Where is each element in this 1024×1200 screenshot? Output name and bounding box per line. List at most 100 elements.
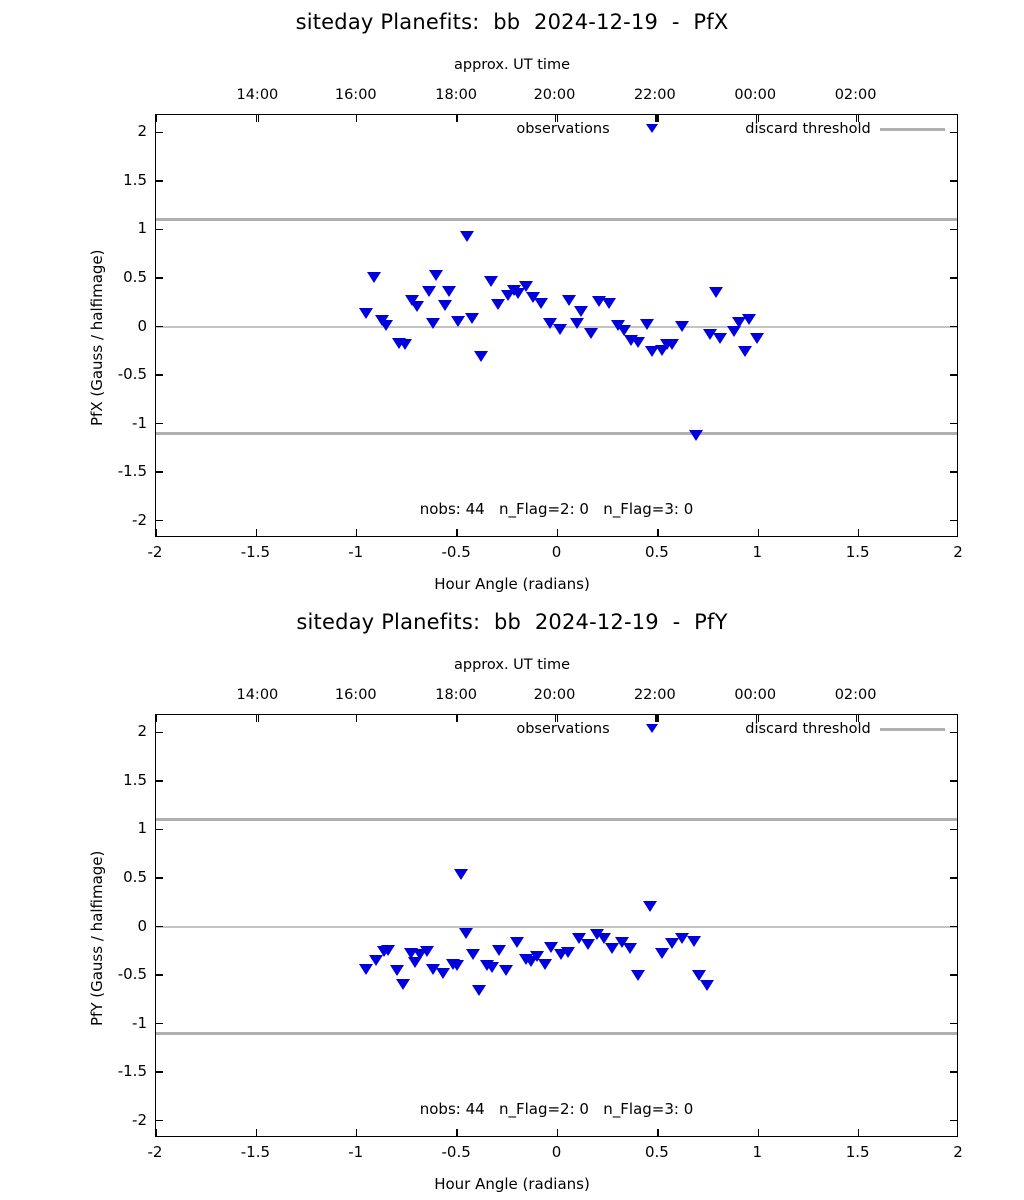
y-axis-tick-right bbox=[950, 1071, 957, 1073]
y-axis-tick-right bbox=[950, 780, 957, 782]
y-axis-tick-right bbox=[950, 1022, 957, 1025]
y-axis-tick-right bbox=[950, 877, 957, 879]
data-point-marker bbox=[580, 939, 595, 951]
x-tick-label: 2 bbox=[953, 543, 963, 561]
x-axis-tick bbox=[456, 529, 458, 536]
data-point-marker bbox=[403, 947, 418, 959]
stats-annotation: nobs: 44 n_Flag=2: 0 n_Flag=3: 0 bbox=[419, 1099, 694, 1118]
data-point-marker bbox=[732, 317, 747, 329]
x-axis-tick bbox=[255, 1129, 258, 1136]
x-axis-tick-top bbox=[657, 715, 659, 722]
data-point-marker bbox=[700, 980, 715, 992]
data-point-marker bbox=[601, 297, 616, 309]
ut-time-tick bbox=[356, 715, 358, 722]
y-tick-label: -0.5 bbox=[117, 365, 147, 383]
y-axis-tick bbox=[156, 519, 163, 522]
x-axis-tick bbox=[857, 529, 860, 536]
ut-time-tick-label: 14:00 bbox=[236, 687, 279, 703]
data-point-marker bbox=[664, 937, 679, 949]
y-axis-tick-right bbox=[950, 471, 957, 473]
y-tick-label: 0 bbox=[137, 916, 147, 935]
data-point-marker bbox=[623, 334, 638, 346]
ut-time-tick bbox=[456, 715, 458, 722]
x-tick-label: -0.5 bbox=[441, 543, 471, 561]
data-point-marker bbox=[639, 319, 654, 331]
ut-time-tick bbox=[257, 115, 260, 122]
y-axis-tick bbox=[156, 780, 163, 782]
y-axis-tick-right bbox=[950, 1119, 957, 1122]
x-axis-tick-top bbox=[556, 715, 559, 722]
data-point-marker bbox=[511, 287, 526, 299]
panel-title: siteday Planefits: bb 2024-12-19 - PfX bbox=[295, 10, 729, 34]
x-axis-tick-top bbox=[857, 115, 860, 122]
ut-time-tick bbox=[855, 115, 858, 122]
data-point-marker bbox=[709, 286, 724, 298]
discard-threshold-line bbox=[156, 818, 957, 822]
data-point-marker bbox=[674, 321, 689, 332]
data-point-marker bbox=[526, 292, 541, 304]
y-axis-tick-right bbox=[950, 180, 957, 182]
data-point-marker bbox=[491, 298, 506, 310]
x-tick-label: 1.5 bbox=[845, 543, 870, 561]
data-point-marker bbox=[422, 286, 437, 298]
x-tick-label: 0 bbox=[551, 543, 562, 561]
x-axis-tick-top bbox=[156, 115, 157, 122]
panel-title: siteday Planefits: bb 2024-12-19 - PfY bbox=[296, 610, 728, 634]
legend-label-discard-threshold: discard threshold bbox=[745, 121, 871, 137]
data-point-marker bbox=[742, 314, 757, 326]
y-tick-label: 2 bbox=[137, 122, 147, 141]
data-point-marker bbox=[530, 951, 545, 963]
x-tick-label: 0 bbox=[551, 1143, 562, 1161]
data-point-marker bbox=[703, 329, 718, 341]
x-tick-label: -1 bbox=[348, 1143, 364, 1161]
data-point-marker bbox=[466, 949, 481, 961]
x-axis-tick bbox=[556, 529, 559, 536]
data-point-marker bbox=[397, 338, 412, 350]
data-point-marker bbox=[561, 294, 576, 306]
data-point-marker bbox=[407, 956, 422, 968]
data-point-marker bbox=[692, 970, 707, 982]
y-axis-tick-right bbox=[950, 519, 957, 522]
x-axis-tick bbox=[857, 1129, 860, 1136]
legend-line-discard-threshold bbox=[880, 128, 945, 131]
data-point-marker bbox=[687, 936, 701, 948]
data-point-marker bbox=[404, 295, 419, 307]
y-axis-tick-right bbox=[950, 828, 957, 831]
y-axis-tick-right bbox=[950, 974, 957, 976]
data-point-marker bbox=[426, 964, 441, 976]
x-axis-tick bbox=[757, 529, 759, 536]
ut-time-tick bbox=[655, 115, 657, 122]
y-tick-label: 2 bbox=[137, 722, 147, 741]
y-tick-label: 0 bbox=[137, 316, 147, 335]
y-tick-label: -0.5 bbox=[117, 965, 147, 983]
data-point-marker bbox=[630, 970, 645, 982]
data-point-marker bbox=[654, 947, 669, 959]
data-point-marker bbox=[544, 941, 559, 953]
ut-time-tick bbox=[257, 715, 260, 722]
discard-threshold-line bbox=[156, 1031, 957, 1035]
y-axis-tick-right bbox=[950, 228, 957, 231]
ut-time-tick-label: 20:00 bbox=[533, 87, 576, 103]
data-point-marker bbox=[368, 955, 383, 967]
legend-marker-observations bbox=[646, 124, 658, 133]
data-point-marker bbox=[573, 306, 588, 318]
data-point-marker bbox=[380, 945, 395, 957]
plot-area: observations discard threshold nobs: 44 n_… bbox=[155, 114, 958, 537]
y-tick-label: 0.5 bbox=[123, 867, 147, 886]
data-point-marker bbox=[474, 350, 489, 362]
y-tick-label: 1 bbox=[137, 219, 147, 238]
data-point-marker bbox=[451, 315, 466, 327]
data-point-marker bbox=[738, 345, 753, 357]
y-axis-tick-right bbox=[950, 374, 957, 376]
legend-label-observations: observations bbox=[516, 121, 610, 137]
legend-label-observations: observations bbox=[516, 721, 610, 737]
legend-line-discard-threshold bbox=[880, 728, 945, 731]
y-axis-tick bbox=[156, 1119, 163, 1122]
x-axis-tick bbox=[255, 529, 258, 536]
ut-time-tick bbox=[356, 115, 358, 122]
x-axis-title: Hour Angle (radians) bbox=[434, 1175, 590, 1193]
data-point-marker bbox=[420, 945, 434, 957]
data-point-marker bbox=[560, 946, 575, 958]
data-point-marker bbox=[614, 936, 629, 948]
data-point-marker bbox=[552, 323, 567, 335]
